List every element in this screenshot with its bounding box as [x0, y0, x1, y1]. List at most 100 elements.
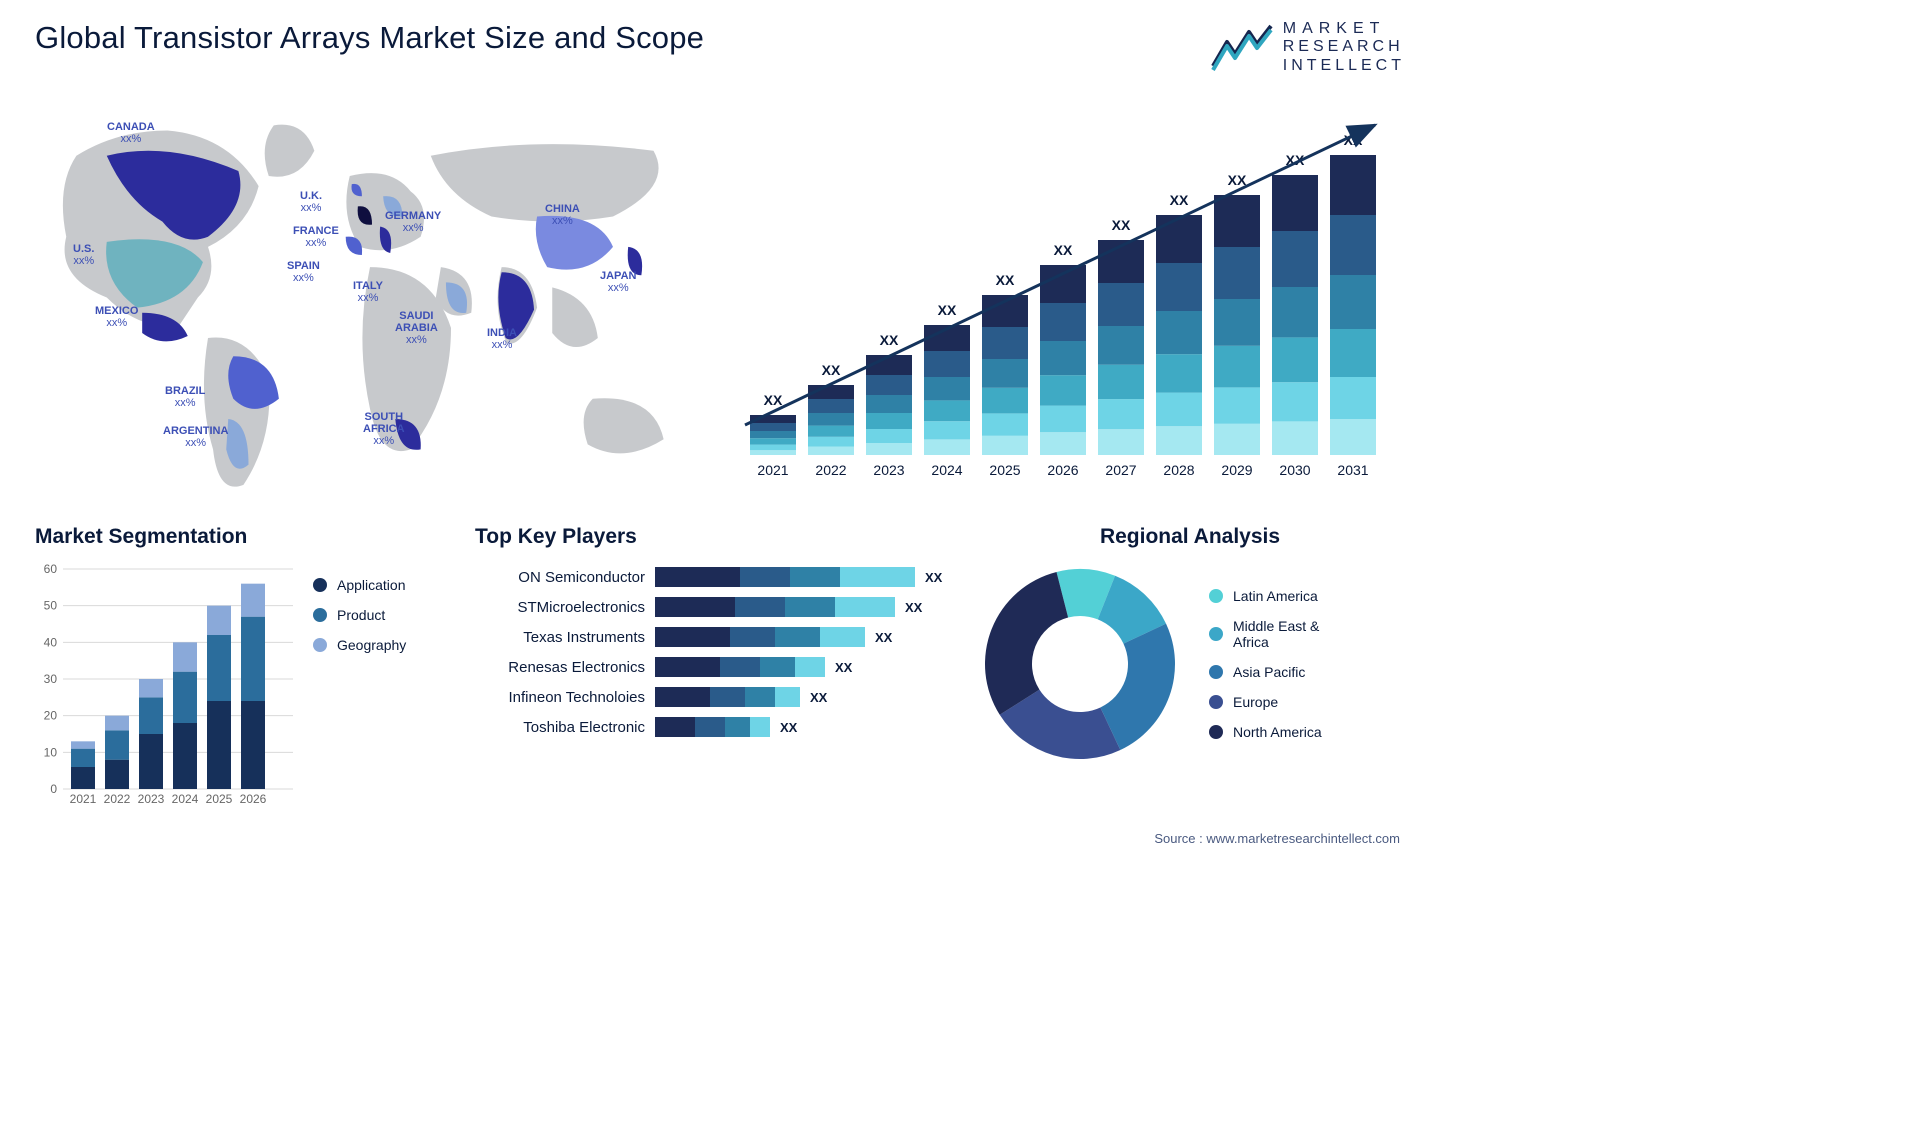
player-bar-segment: [775, 687, 800, 707]
brand-logo: MARKET RESEARCH INTELLECT: [1211, 20, 1405, 75]
player-bar-segment: [725, 717, 750, 737]
logo-mark-icon: [1211, 24, 1273, 72]
growth-bar-segment: [808, 399, 854, 413]
growth-bar-segment: [1272, 422, 1318, 456]
growth-bar-value: XX: [996, 272, 1015, 288]
player-bar-segment: [710, 687, 745, 707]
map-label: ARGENTINAxx%: [163, 425, 228, 449]
map-label: MEXICOxx%: [95, 305, 138, 329]
growth-bar-segment: [982, 327, 1028, 359]
seg-bar-segment: [139, 734, 163, 789]
growth-bar-segment: [924, 421, 970, 439]
growth-bar-segment: [1214, 299, 1260, 346]
legend-label: Asia Pacific: [1233, 664, 1305, 680]
growth-bar-segment: [1330, 215, 1376, 275]
growth-bar-segment: [924, 351, 970, 377]
growth-bar-segment: [1156, 354, 1202, 392]
svg-text:0: 0: [50, 782, 57, 796]
regional-panel: Regional Analysis Latin America Middle Ea…: [975, 525, 1405, 815]
legend-dot-icon: [313, 578, 327, 592]
legend-label: Application: [337, 577, 406, 593]
player-bar-segment: [790, 567, 840, 587]
growth-bar-segment: [982, 414, 1028, 436]
growth-bar-segment: [982, 388, 1028, 414]
growth-bar-segment: [1098, 365, 1144, 399]
player-label: Infineon Technoloies: [475, 689, 645, 706]
player-bar-segment: [655, 717, 695, 737]
player-bar: [655, 687, 800, 707]
growth-bar-value: XX: [1170, 192, 1189, 208]
svg-text:10: 10: [44, 746, 58, 760]
legend-item: Latin America: [1209, 588, 1322, 604]
bottom-row: Market Segmentation 01020304050602021202…: [35, 525, 1405, 815]
player-bar: [655, 717, 770, 737]
seg-bar-segment: [173, 723, 197, 789]
growth-bar-segment: [1040, 341, 1086, 375]
seg-bar-segment: [71, 742, 95, 749]
growth-bar-segment: [1098, 283, 1144, 326]
player-bar-segment: [740, 567, 790, 587]
seg-bar-segment: [105, 760, 129, 789]
map-label: SAUDIARABIAxx%: [395, 310, 438, 346]
svg-text:30: 30: [44, 672, 58, 686]
svg-text:2024: 2024: [172, 792, 199, 806]
player-bar: [655, 627, 865, 647]
legend-item: Asia Pacific: [1209, 664, 1322, 680]
segmentation-chart: 0102030405060202120222023202420252026: [35, 559, 295, 809]
player-bar-segment: [720, 657, 760, 677]
growth-bar-segment: [1214, 424, 1260, 455]
growth-bar-segment: [750, 445, 796, 451]
growth-year-label: 2030: [1279, 462, 1310, 478]
player-bar: [655, 597, 895, 617]
player-row: Renesas ElectronicsXX: [475, 657, 955, 677]
players-title: Top Key Players: [475, 525, 955, 549]
seg-bar-segment: [139, 698, 163, 735]
logo-line1: MARKET: [1283, 20, 1405, 38]
growth-bar-segment: [808, 437, 854, 447]
legend-item: Middle East &Africa: [1209, 618, 1322, 650]
growth-bar-segment: [1214, 388, 1260, 424]
growth-bar-value: XX: [822, 362, 841, 378]
world-map: CANADAxx%U.S.xx%MEXICOxx%BRAZILxx%ARGENT…: [35, 95, 705, 500]
player-bar-segment: [775, 627, 820, 647]
seg-bar-segment: [241, 617, 265, 701]
logo-line2: RESEARCH: [1283, 38, 1405, 56]
seg-bar-segment: [241, 701, 265, 789]
map-label: INDIAxx%: [487, 327, 517, 351]
growth-bar-segment: [1330, 275, 1376, 329]
map-label: U.S.xx%: [73, 243, 94, 267]
player-row: Toshiba ElectronicXX: [475, 717, 955, 737]
svg-text:50: 50: [44, 599, 58, 613]
growth-bar-segment: [866, 429, 912, 443]
seg-bar-segment: [173, 643, 197, 672]
legend-label: Europe: [1233, 694, 1278, 710]
growth-bar-segment: [750, 423, 796, 431]
players-list: ON SemiconductorXXSTMicroelectronicsXXTe…: [475, 567, 955, 737]
legend-label: North America: [1233, 724, 1322, 740]
growth-bar-segment: [866, 443, 912, 455]
growth-year-label: 2031: [1337, 462, 1368, 478]
regional-title: Regional Analysis: [975, 525, 1405, 549]
donut-slice: [1100, 624, 1175, 750]
player-value: XX: [925, 570, 942, 585]
growth-bar-segment: [1272, 382, 1318, 421]
map-label: SOUTHAFRICAxx%: [363, 411, 405, 447]
player-value: XX: [905, 600, 922, 615]
growth-bar-segment: [1272, 175, 1318, 231]
growth-bar-segment: [1156, 393, 1202, 427]
top-row: CANADAxx%U.S.xx%MEXICOxx%BRAZILxx%ARGENT…: [35, 95, 1405, 500]
growth-bar-segment: [1040, 265, 1086, 303]
growth-bar-value: XX: [1054, 242, 1073, 258]
map-label: GERMANYxx%: [385, 210, 441, 234]
growth-chart-svg: XX2021XX2022XX2023XX2024XX2025XX2026XX20…: [735, 95, 1405, 495]
legend-item: Europe: [1209, 694, 1322, 710]
player-bar-segment: [750, 717, 770, 737]
growth-bar-segment: [866, 413, 912, 429]
player-value: XX: [875, 630, 892, 645]
growth-bar-value: XX: [1228, 172, 1247, 188]
seg-bar-segment: [173, 672, 197, 723]
map-label: U.K.xx%: [300, 190, 322, 214]
legend-label: Latin America: [1233, 588, 1318, 604]
growth-year-label: 2024: [931, 462, 962, 478]
player-row: ON SemiconductorXX: [475, 567, 955, 587]
